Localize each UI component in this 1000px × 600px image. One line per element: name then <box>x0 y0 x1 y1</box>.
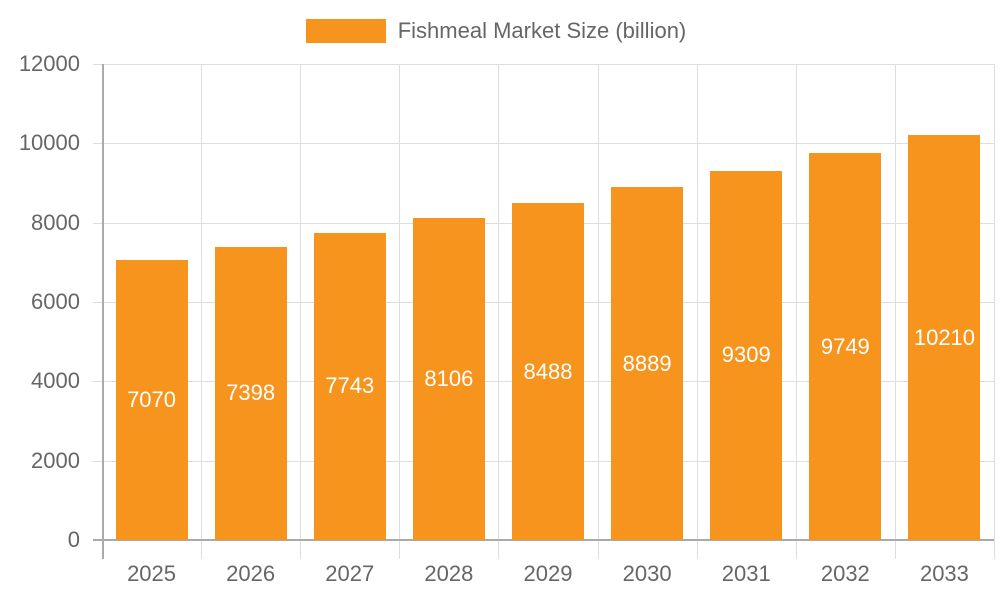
x-axis-tick-label: 2031 <box>721 561 771 586</box>
y-axis-line <box>102 64 104 559</box>
bar-value-label: 9749 <box>820 333 870 359</box>
x-axis-tick-label: 2029 <box>523 561 573 586</box>
bar-2033[interactable] <box>908 135 981 540</box>
bar-2028[interactable] <box>412 218 485 540</box>
bar-2031[interactable] <box>710 170 783 540</box>
bar-2030[interactable] <box>611 187 684 540</box>
bar-2027[interactable] <box>313 232 386 540</box>
legend-swatch[interactable] <box>305 19 386 43</box>
x-axis-tick-label: 2032 <box>820 561 870 586</box>
x-axis-tick-label: 2033 <box>919 561 969 586</box>
legend-label: Fishmeal Market Size (billion) <box>397 18 687 43</box>
bar-value-label: 8889 <box>622 350 672 376</box>
gridline-vertical <box>498 64 499 559</box>
bar-2032[interactable] <box>809 153 882 540</box>
gridline-vertical <box>300 64 301 559</box>
chart-legend: Fishmeal Market Size (billion) <box>0 18 1000 44</box>
y-axis-tick-label: 10000 <box>18 130 80 155</box>
bar-value-label: 7743 <box>325 373 375 399</box>
gridline-vertical <box>796 64 797 559</box>
bar-2029[interactable] <box>512 203 584 540</box>
y-axis-tick-label: 12000 <box>18 51 80 76</box>
bar-2026[interactable] <box>214 246 287 540</box>
y-axis-tick-label: 0 <box>67 527 80 552</box>
x-axis-tick-label: 2030 <box>622 561 672 586</box>
x-axis-tick-label: 2027 <box>325 561 375 586</box>
gridline-vertical <box>201 64 202 559</box>
bar-2025[interactable] <box>115 259 188 540</box>
gridline-vertical <box>697 64 698 559</box>
gridline-horizontal <box>93 143 994 144</box>
x-axis-line <box>93 539 994 541</box>
gridline-vertical <box>994 64 995 559</box>
y-axis-tick-label: 2000 <box>31 448 80 473</box>
bar-value-label: 7070 <box>127 386 177 412</box>
bar-value-label: 8488 <box>523 358 573 384</box>
gridline-vertical <box>895 64 896 559</box>
x-axis-tick-label: 2026 <box>226 561 276 586</box>
bar-value-label: 9309 <box>721 342 771 368</box>
y-axis-tick-label: 6000 <box>31 289 80 314</box>
bar-value-label: 10210 <box>913 324 976 350</box>
y-axis-tick-label: 8000 <box>31 210 80 235</box>
y-axis-tick-label: 4000 <box>31 368 80 393</box>
gridline-horizontal <box>93 64 994 65</box>
bar-value-label: 7398 <box>226 380 276 406</box>
x-axis-tick-label: 2025 <box>127 561 177 586</box>
bar-value-label: 8106 <box>424 366 474 392</box>
x-axis-tick-label: 2028 <box>424 561 474 586</box>
gridline-vertical <box>399 64 400 559</box>
gridline-vertical <box>598 64 599 559</box>
